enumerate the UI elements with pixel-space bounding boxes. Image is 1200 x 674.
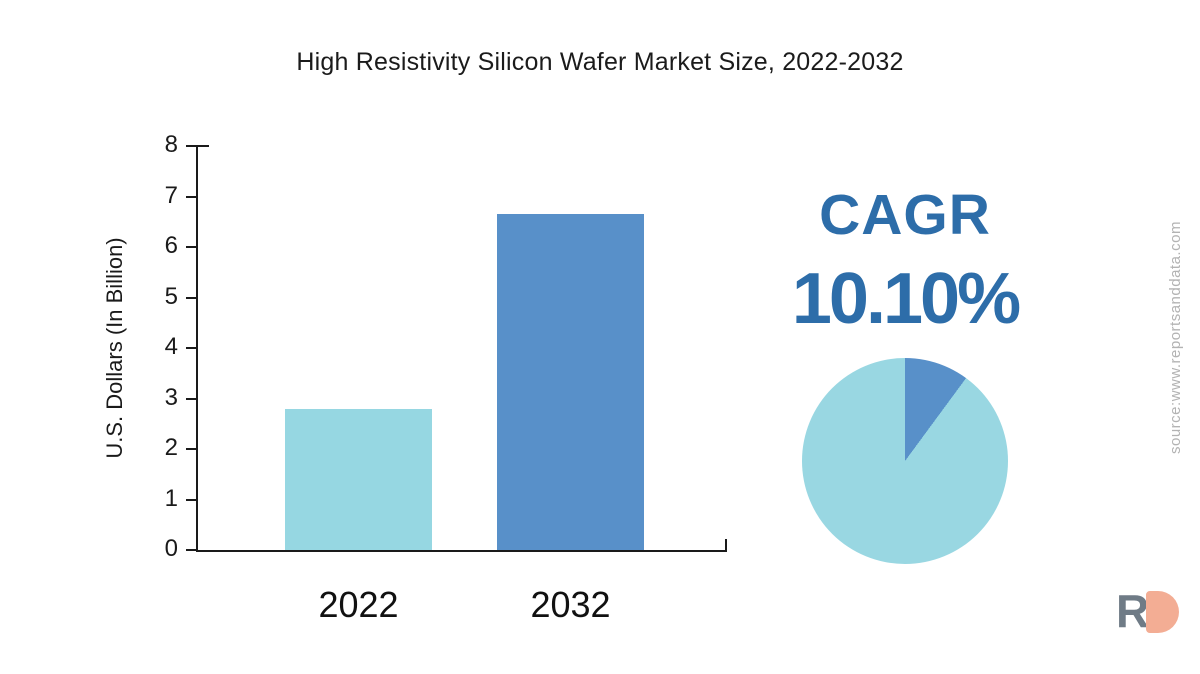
y-tick-mark (186, 549, 197, 551)
logo-letter-r: R (1116, 585, 1150, 637)
x-axis-line (196, 550, 727, 552)
logo-d-shape-icon (1146, 591, 1180, 633)
y-tick-mark (186, 246, 197, 248)
x-category-label: 2032 (530, 584, 611, 625)
y-tick-mark (186, 145, 197, 147)
y-tick-label: 5 (164, 282, 178, 310)
source-watermark: source:www.reportsanddata.com (1167, 221, 1184, 455)
y-tick-mark (186, 347, 197, 349)
bar-2032 (497, 214, 644, 550)
y-tick-label: 3 (164, 383, 178, 411)
chart-title: High Resistivity Silicon Wafer Market Si… (296, 48, 904, 76)
y-tick-label: 1 (164, 484, 178, 512)
y-axis-end-cap (197, 145, 209, 147)
y-axis-title: U.S. Dollars (In Billion) (102, 237, 127, 459)
y-tick-mark (186, 195, 197, 198)
y-tick-label: 6 (164, 232, 178, 259)
y-tick-mark (186, 397, 197, 400)
y-tick-mark (186, 498, 197, 501)
x-axis-end-cap (725, 539, 727, 551)
reportsanddata-logo: R (1116, 585, 1180, 637)
y-tick-label: 4 (164, 333, 178, 360)
y-tick-label: 0 (164, 535, 178, 562)
cagr-label: CAGR (819, 183, 991, 247)
cagr-pie-chart (802, 358, 1008, 564)
cagr-value: 10.10% (791, 259, 1021, 339)
y-axis-line (196, 146, 198, 552)
bar-2022 (285, 409, 432, 550)
y-tick-mark (186, 296, 197, 299)
y-tick-mark (186, 448, 197, 450)
y-tick-label: 7 (164, 181, 178, 209)
y-tick-label: 8 (164, 131, 178, 158)
x-category-label: 2022 (318, 584, 399, 625)
y-tick-label: 2 (164, 434, 178, 461)
